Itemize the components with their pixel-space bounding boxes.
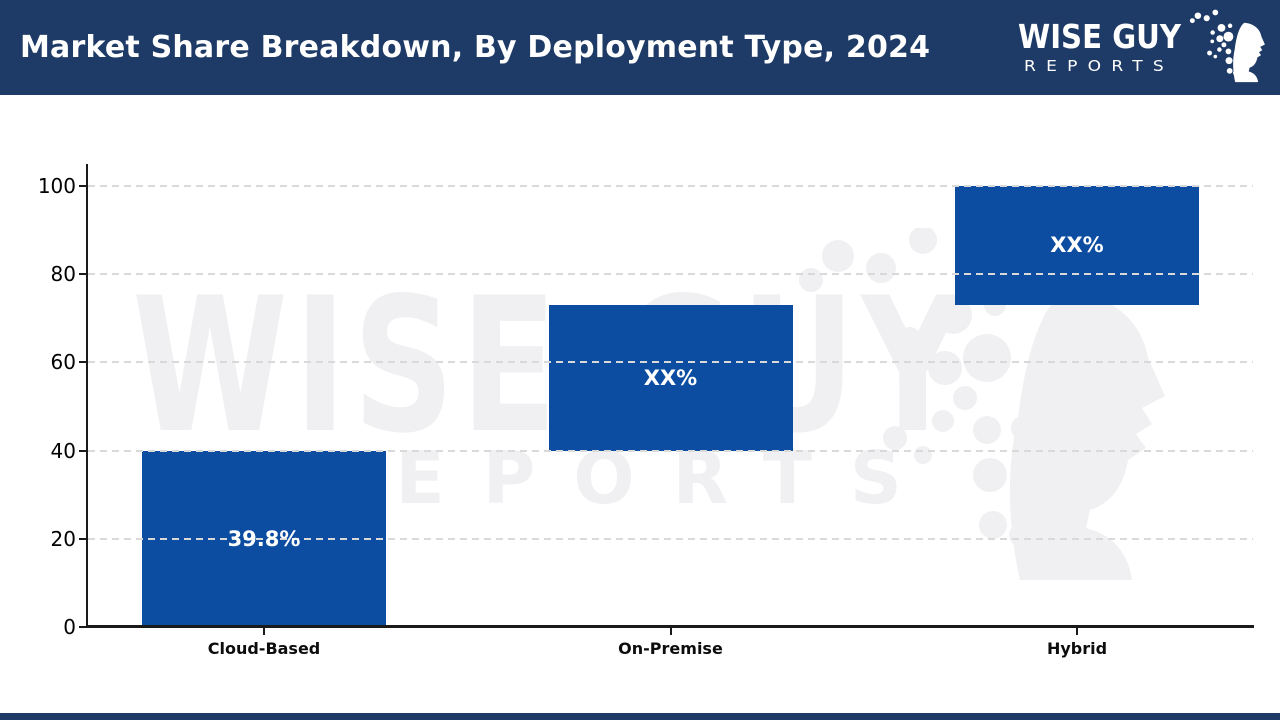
gridline-100 bbox=[88, 185, 1253, 187]
bar-value-label: 39.8% bbox=[227, 527, 301, 552]
y-tick-mark bbox=[79, 185, 87, 187]
x-tick-mark bbox=[1076, 628, 1078, 635]
x-tick-mark bbox=[669, 628, 672, 635]
y-tick-mark bbox=[79, 537, 87, 540]
y-axis-line bbox=[86, 164, 88, 628]
logo-line2: REPORTS bbox=[1024, 57, 1174, 75]
x-tick-mark bbox=[263, 628, 265, 635]
bar-value-label: XX% bbox=[1050, 233, 1104, 258]
y-tick-label: 80 bbox=[50, 262, 76, 287]
bar-value-label: XX% bbox=[643, 366, 698, 391]
category-label-on-premise: On-Premise bbox=[618, 639, 723, 658]
y-tick-label: 40 bbox=[50, 438, 76, 463]
logo-head-icon bbox=[1189, 9, 1265, 82]
y-tick-label: 20 bbox=[50, 526, 76, 551]
y-tick-label: 0 bbox=[63, 615, 76, 639]
gridline-80 bbox=[88, 273, 1253, 276]
gridline-40 bbox=[88, 449, 1253, 452]
watermark-line1: WISE GUY bbox=[132, 257, 970, 474]
y-tick-mark bbox=[79, 361, 87, 364]
bar-hybrid bbox=[955, 186, 1199, 305]
footer-bar bbox=[0, 713, 1280, 720]
gridline-60 bbox=[88, 361, 1253, 364]
gridline-20 bbox=[88, 537, 1253, 540]
y-tick-label: 60 bbox=[50, 350, 76, 375]
x-axis-line bbox=[86, 625, 1254, 628]
watermark-line2: REPORTS bbox=[302, 436, 940, 520]
y-tick-mark bbox=[79, 273, 87, 276]
chart-title: Market Share Breakdown, By Deployment Ty… bbox=[20, 30, 931, 65]
wise-guy-reports-logo: WISE GUY REPORTS bbox=[1016, 6, 1266, 90]
logo-graphic: WISE GUY REPORTS bbox=[1018, 9, 1265, 82]
y-tick-mark bbox=[79, 626, 87, 628]
category-label-hybrid: Hybrid bbox=[1046, 639, 1108, 658]
y-tick-mark bbox=[79, 449, 87, 452]
header-band: Market Share Breakdown, By Deployment Ty… bbox=[0, 0, 1280, 95]
logo-line1: WISE GUY bbox=[1018, 17, 1182, 56]
y-tick-label: 100 bbox=[37, 174, 76, 198]
bar-on-premise bbox=[548, 304, 793, 452]
category-label-cloud-based: Cloud-Based bbox=[207, 639, 321, 658]
